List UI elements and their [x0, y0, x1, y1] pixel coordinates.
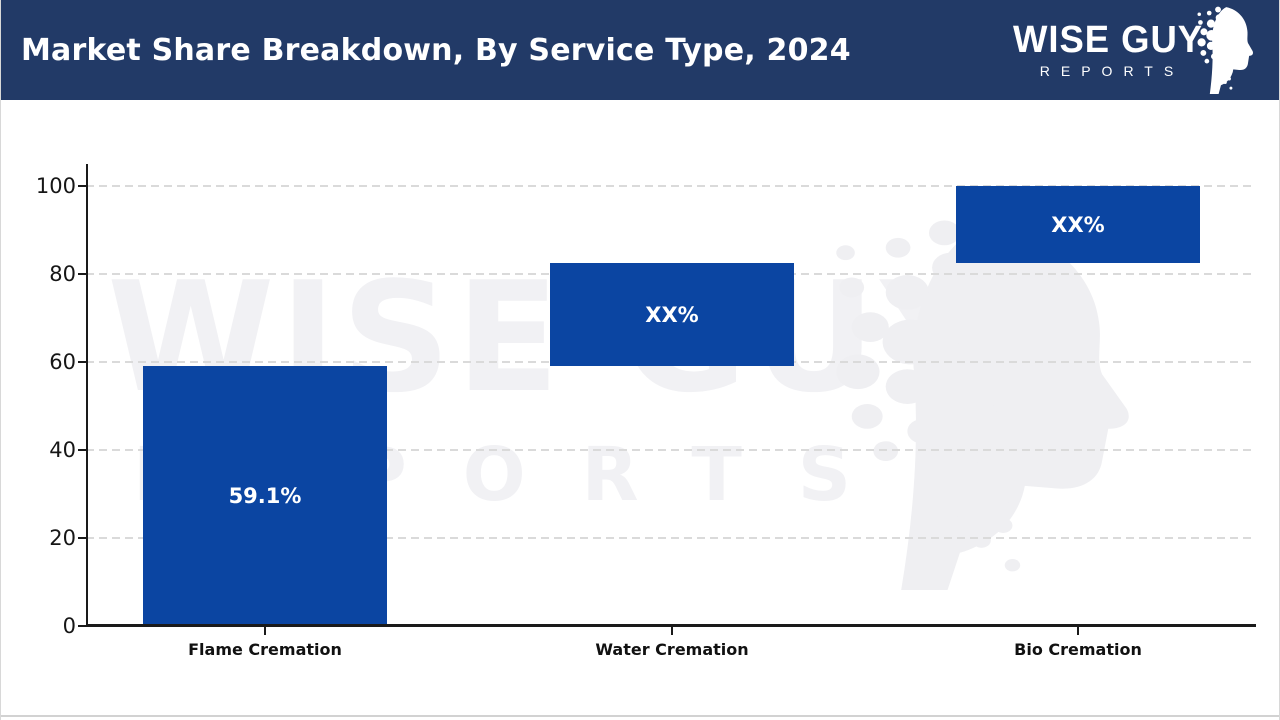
y-tick-mark	[78, 360, 86, 363]
y-tick-label: 80	[49, 261, 76, 286]
category-label: Bio Cremation	[1014, 640, 1142, 659]
bar-value-label: XX%	[645, 302, 699, 327]
page-title: Market Share Breakdown, By Service Type,…	[21, 32, 851, 68]
gridline-20	[86, 536, 1256, 539]
bar-value-label: 59.1%	[228, 483, 302, 508]
y-tick-label: 0	[62, 613, 76, 638]
x-tick-mark	[1077, 627, 1079, 635]
logo-text-reports: REPORTS	[1039, 63, 1185, 79]
y-tick-label: 60	[49, 349, 76, 374]
logo-wordmark: WISE GUY REPORTS	[1009, 21, 1207, 79]
y-tick-mark	[78, 448, 86, 451]
header-bar: Market Share Breakdown, By Service Type,…	[1, 0, 1279, 100]
gridline-100	[86, 185, 1256, 188]
bottom-divider	[1, 715, 1279, 717]
bar-bio-cremation	[956, 186, 1200, 264]
wise-guy-logo: WISE GUY REPORTS	[1009, 6, 1265, 94]
bar-value-label: XX%	[1051, 212, 1105, 237]
category-label: Flame Cremation	[188, 640, 342, 659]
y-tick-mark	[78, 272, 86, 275]
x-tick-mark	[264, 627, 266, 635]
bar-flame-cremation	[143, 365, 387, 626]
x-axis-line	[86, 624, 1256, 627]
y-axis-line	[86, 164, 88, 627]
y-tick-label: 20	[49, 525, 76, 550]
logo-text-wise-guy: WISE GUY	[1012, 19, 1204, 61]
gridline-40	[86, 448, 1256, 451]
x-tick-mark	[671, 627, 673, 635]
y-tick-mark	[78, 624, 86, 627]
y-tick-mark	[78, 185, 86, 188]
y-tick-label: 100	[35, 174, 76, 199]
category-label: Water Cremation	[595, 640, 749, 659]
bar-water-cremation	[550, 263, 794, 366]
y-tick-label: 40	[49, 437, 76, 462]
y-tick-mark	[78, 536, 86, 539]
